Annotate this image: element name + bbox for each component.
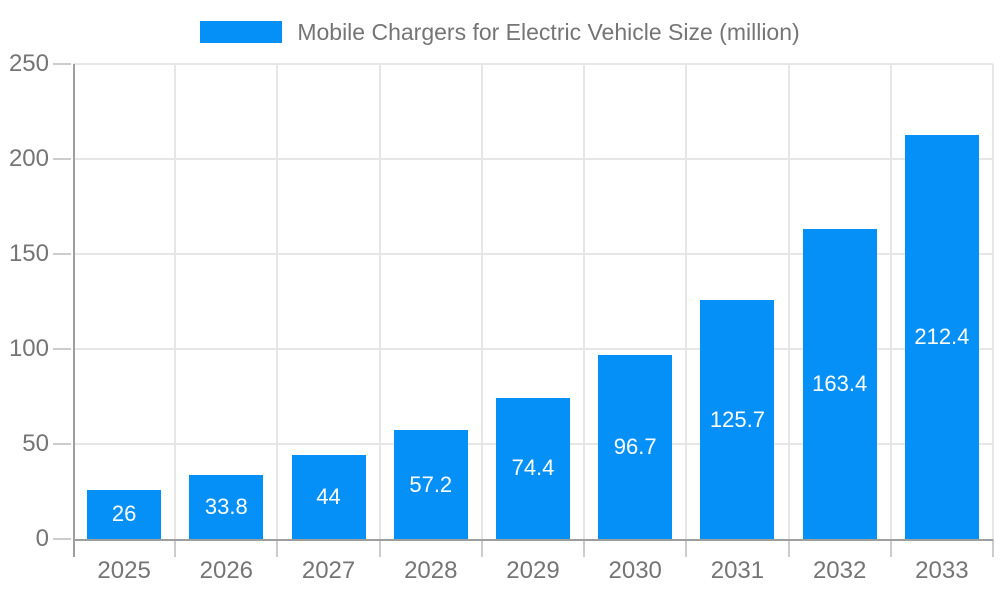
v-gridline	[378, 64, 381, 539]
bar-value-label: 96.7	[613, 434, 657, 460]
v-gridline	[583, 64, 586, 539]
y-axis-label: 100	[8, 335, 49, 362]
x-tick-mark	[583, 539, 586, 557]
x-axis-label: 2033	[915, 557, 969, 584]
y-axis-label: 200	[8, 145, 49, 172]
bar-2029[interactable]	[496, 397, 570, 539]
x-axis-label: 2027	[301, 557, 356, 584]
bar-2030[interactable]	[598, 355, 673, 539]
y-axis-label: 50	[22, 430, 49, 457]
bar-2025[interactable]	[87, 489, 162, 539]
y-tick-mark	[53, 63, 71, 65]
y-tick-mark	[53, 158, 71, 160]
x-tick-mark	[378, 539, 381, 557]
y-tick-mark	[53, 253, 71, 255]
plot-area: 0 50 100 150 200 250 26 2025 33.8 2026 44 2027 57.2 2…	[9, 50, 994, 584]
h-gridline	[73, 158, 993, 160]
x-axis-label: 2031	[710, 557, 765, 584]
x-axis-label: 2025	[97, 557, 151, 584]
x-axis-label: 2032	[812, 557, 867, 584]
bar-2032[interactable]	[802, 228, 877, 539]
v-gridline	[889, 64, 892, 539]
bar-value-label: 74.4	[511, 455, 555, 481]
v-gridline	[276, 64, 279, 539]
bar-2033[interactable]	[904, 135, 979, 539]
h-gridline	[73, 63, 993, 65]
bar-2028[interactable]	[393, 430, 468, 539]
bar-value-label: 26	[111, 501, 137, 527]
bar-value-label: 125.7	[709, 406, 765, 432]
y-axis-line	[73, 64, 75, 557]
h-gridline	[73, 348, 993, 350]
bar-2026[interactable]	[189, 474, 264, 539]
bar-2027[interactable]	[291, 455, 366, 539]
bar-2031[interactable]	[700, 300, 775, 539]
bar-value-label: 57.2	[409, 471, 453, 497]
v-gridline	[480, 64, 483, 539]
v-gridline	[787, 64, 790, 539]
bar-value-label: 44	[316, 484, 341, 510]
x-axis-label: 2030	[608, 557, 662, 584]
y-tick-mark	[53, 348, 71, 350]
bar-value-label: 163.4	[812, 370, 868, 396]
y-tick-mark	[53, 443, 71, 445]
x-axis-label: 2028	[404, 557, 458, 584]
x-tick-mark	[480, 539, 483, 557]
bar-value-label: 33.8	[204, 493, 248, 519]
legend-label: Mobile Chargers for Electric Vehicle Siz…	[297, 19, 800, 45]
bar-value-label: 212.4	[914, 324, 970, 350]
x-axis-line	[73, 539, 993, 541]
y-tick-mark	[53, 538, 71, 540]
h-gridline	[73, 253, 993, 255]
v-gridline	[174, 64, 177, 539]
x-tick-mark	[685, 539, 688, 557]
x-tick-mark	[992, 539, 994, 557]
legend-marker-icon	[200, 21, 283, 43]
x-tick-mark	[174, 539, 177, 557]
legend[interactable]: Mobile Chargers for Electric Vehicle Siz…	[0, 19, 1000, 45]
v-gridline	[685, 64, 688, 539]
x-axis-label: 2029	[506, 557, 560, 584]
x-tick-mark	[787, 539, 790, 557]
y-axis-label: 250	[8, 50, 49, 77]
y-axis-label: 0	[35, 525, 49, 552]
x-tick-mark	[889, 539, 892, 557]
v-gridline	[992, 64, 994, 539]
x-axis-label: 2026	[199, 557, 254, 584]
y-axis-label: 150	[8, 240, 49, 267]
x-tick-mark	[276, 539, 279, 557]
